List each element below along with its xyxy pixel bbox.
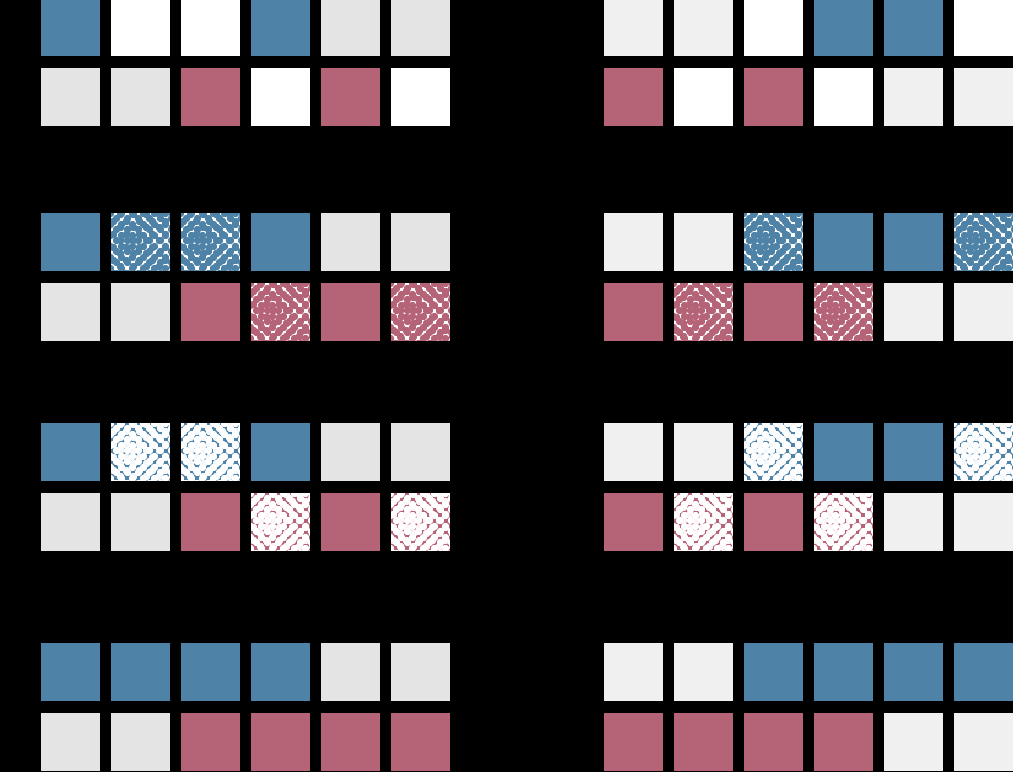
grid-cell[interactable] (744, 713, 803, 771)
grid-cell[interactable] (321, 713, 380, 771)
grid-cell[interactable] (251, 713, 310, 771)
grid-cell[interactable] (251, 493, 310, 551)
grid-cell[interactable] (954, 0, 1013, 56)
grid-cell[interactable] (674, 713, 733, 771)
grid-cell[interactable] (884, 643, 943, 701)
grid-cell[interactable] (391, 68, 450, 126)
grid-cell[interactable] (251, 283, 310, 341)
grid-cell[interactable] (674, 643, 733, 701)
grid-cell[interactable] (321, 68, 380, 126)
grid-cell[interactable] (674, 283, 733, 341)
grid-cell[interactable] (814, 213, 873, 271)
grid-cell[interactable] (674, 493, 733, 551)
grid-cell[interactable] (111, 643, 170, 701)
grid-cell[interactable] (604, 68, 663, 126)
grid-cell[interactable] (251, 423, 310, 481)
grid-cell[interactable] (814, 713, 873, 771)
grid-cell[interactable] (604, 283, 663, 341)
grid-cell[interactable] (814, 423, 873, 481)
grid-cell[interactable] (111, 493, 170, 551)
grid-cell[interactable] (321, 283, 380, 341)
grid-cell[interactable] (251, 0, 310, 56)
grid-cell[interactable] (111, 423, 170, 481)
left-panel (0, 0, 506, 772)
grid-cell[interactable] (41, 493, 100, 551)
grid-cell[interactable] (251, 213, 310, 271)
grid-cell[interactable] (181, 68, 240, 126)
grid-cell[interactable] (674, 423, 733, 481)
grid-cell[interactable] (954, 213, 1013, 271)
grid-cell[interactable] (181, 213, 240, 271)
grid-cell[interactable] (41, 68, 100, 126)
grid-cell[interactable] (41, 0, 100, 56)
grid-cell[interactable] (111, 283, 170, 341)
grid-cell[interactable] (181, 643, 240, 701)
grid-cell[interactable] (321, 0, 380, 56)
grid-cell[interactable] (884, 283, 943, 341)
grid-cell[interactable] (111, 0, 170, 56)
grid-cell[interactable] (391, 0, 450, 56)
grid-cell[interactable] (321, 423, 380, 481)
grid-cell[interactable] (41, 423, 100, 481)
grid-cell[interactable] (954, 283, 1013, 341)
grid-cell[interactable] (744, 643, 803, 701)
grid-cell[interactable] (41, 643, 100, 701)
grid-cell[interactable] (814, 643, 873, 701)
grid-cell[interactable] (744, 0, 803, 56)
grid-cell[interactable] (674, 213, 733, 271)
grid-cell[interactable] (814, 283, 873, 341)
grid-cell[interactable] (391, 713, 450, 771)
grid-cell[interactable] (674, 0, 733, 56)
grid-cell[interactable] (181, 283, 240, 341)
grid-cell[interactable] (391, 423, 450, 481)
grid-cell[interactable] (744, 423, 803, 481)
grid-cell[interactable] (41, 283, 100, 341)
grid-cell[interactable] (744, 213, 803, 271)
grid-cell[interactable] (251, 68, 310, 126)
grid-cell[interactable] (884, 213, 943, 271)
grid-cell[interactable] (744, 283, 803, 341)
grid-cell[interactable] (604, 0, 663, 56)
grid-cell[interactable] (41, 213, 100, 271)
grid-cell[interactable] (884, 423, 943, 481)
grid-cell[interactable] (251, 643, 310, 701)
grid-cell[interactable] (604, 213, 663, 271)
grid-cell[interactable] (391, 643, 450, 701)
grid-cell[interactable] (954, 493, 1013, 551)
grid-cell[interactable] (181, 493, 240, 551)
grid-cell[interactable] (181, 713, 240, 771)
grid-cell[interactable] (111, 213, 170, 271)
grid-cell[interactable] (111, 713, 170, 771)
grid-cell[interactable] (391, 213, 450, 271)
grid-cell[interactable] (604, 643, 663, 701)
grid-cell[interactable] (744, 68, 803, 126)
right-panel (506, 0, 1013, 772)
grid-cell[interactable] (604, 493, 663, 551)
grid-cell[interactable] (884, 0, 943, 56)
grid-cell[interactable] (814, 68, 873, 126)
grid-cell[interactable] (391, 283, 450, 341)
grid-cell[interactable] (954, 713, 1013, 771)
grid-cell[interactable] (954, 68, 1013, 126)
grid-cell[interactable] (41, 713, 100, 771)
grid-cell[interactable] (954, 423, 1013, 481)
grid-cell[interactable] (391, 493, 450, 551)
grid-cell[interactable] (321, 643, 380, 701)
grid-cell[interactable] (884, 493, 943, 551)
grid-cell[interactable] (111, 68, 170, 126)
grid-cell[interactable] (814, 493, 873, 551)
grid-cell[interactable] (884, 68, 943, 126)
grid-cell[interactable] (884, 713, 943, 771)
grid-cell[interactable] (321, 213, 380, 271)
grid-cell[interactable] (954, 643, 1013, 701)
grid-cell[interactable] (814, 0, 873, 56)
grid-cell[interactable] (181, 0, 240, 56)
grid-cell[interactable] (181, 423, 240, 481)
grid-cell[interactable] (604, 713, 663, 771)
grid-cell[interactable] (674, 68, 733, 126)
grid-cell[interactable] (744, 493, 803, 551)
grid-cell[interactable] (604, 423, 663, 481)
grid-cell[interactable] (321, 493, 380, 551)
